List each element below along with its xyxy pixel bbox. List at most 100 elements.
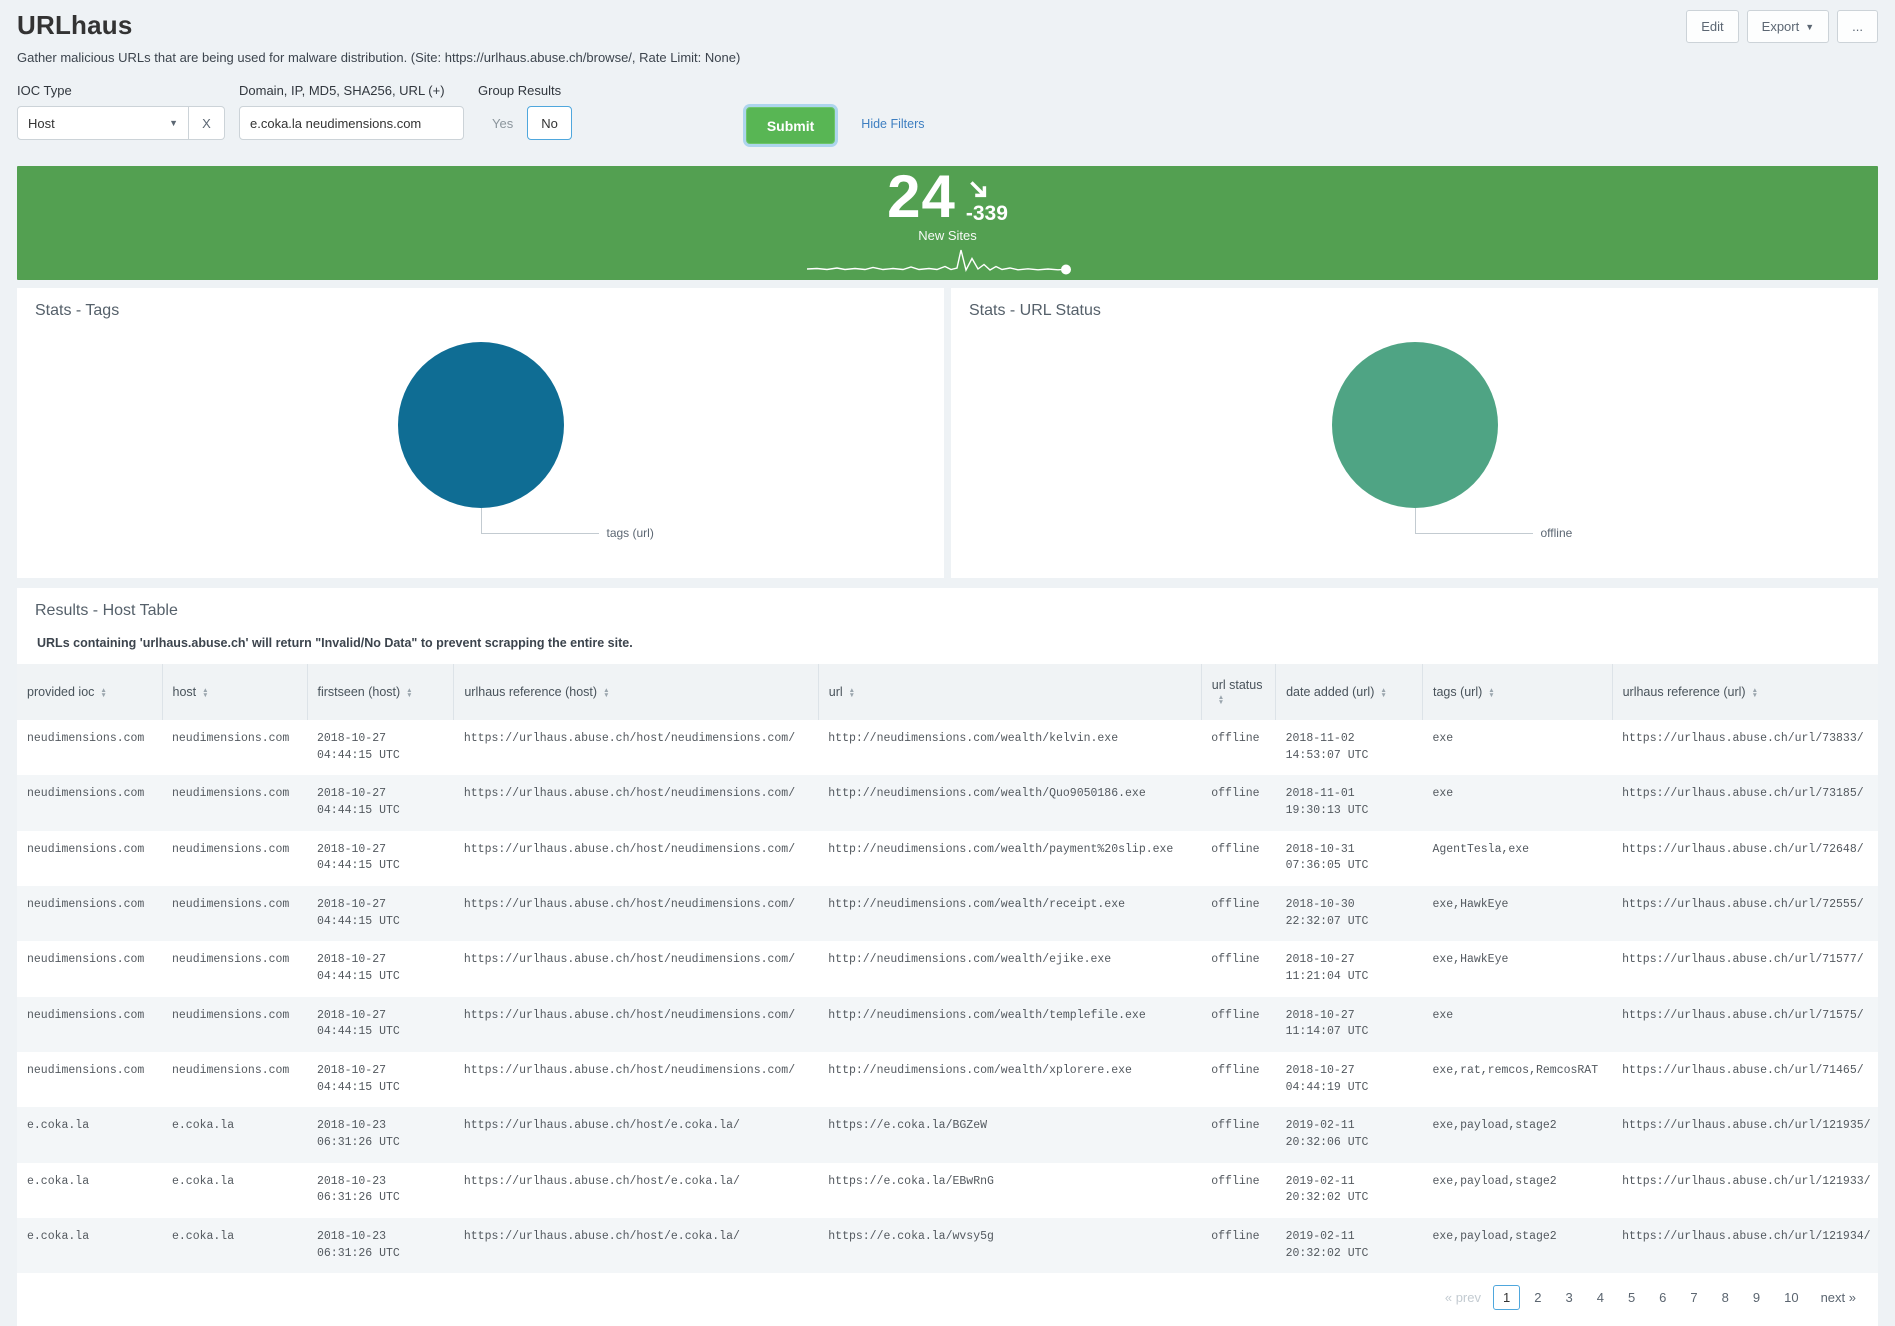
sort-icon: ▲ ▼ — [1488, 686, 1495, 699]
stats-tags-panel: Stats - Tags tags (url) — [17, 288, 944, 578]
table-row: neudimensions.com neudimensions.com 2018-1… — [17, 720, 1878, 775]
column-header-host[interactable]: host ▲ ▼ — [162, 664, 308, 720]
cell-date_added: 2018-10-27 04:44:19 UTC — [1285, 1064, 1369, 1094]
column-header-label: firstseen (host) — [317, 685, 401, 699]
cell-urlhaus_ref_host: https://urlhaus.abuse.ch/host/neudimensi… — [463, 898, 796, 912]
sort-icon: ▲ ▼ — [1217, 693, 1225, 706]
pagination-next[interactable]: next » — [1820, 1290, 1856, 1306]
cell-host: neudimensions.com — [172, 1064, 290, 1078]
group-results-option-no[interactable]: No — [527, 106, 572, 140]
cell-tags: exe,payload,stage2 — [1432, 1119, 1557, 1133]
ioc-type-selected-value: Host — [28, 115, 55, 131]
cell-provided_ioc: neudimensions.com — [27, 787, 145, 801]
cell-url_status: offline — [1211, 1008, 1260, 1022]
table-row: e.coka.la e.coka.la 2018-10-23 06:31:26 UT… — [17, 1107, 1878, 1163]
cell-tags: exe,HawkEye — [1432, 953, 1509, 967]
sort-icon: ▲ ▼ — [848, 686, 856, 699]
pagination-page-5[interactable]: 5 — [1618, 1285, 1645, 1310]
cell-provided_ioc: e.coka.la — [27, 1119, 90, 1133]
sort-icon: ▲ ▼ — [406, 686, 413, 699]
cell-host: neudimensions.com — [172, 898, 290, 912]
group-results-label: Group Results — [478, 83, 562, 98]
column-header-label: provided ioc — [27, 685, 95, 699]
more-actions-button[interactable]: ... — [1837, 10, 1878, 43]
single-value-number: 24 — [887, 162, 956, 230]
group-results-toggle: Yes No — [478, 106, 572, 140]
column-header-tags[interactable]: tags (url) ▲ ▼ — [1422, 664, 1613, 720]
page-title: URLhaus — [17, 10, 133, 40]
cell-provided_ioc: neudimensions.com — [27, 1008, 145, 1022]
query-input[interactable] — [239, 106, 464, 140]
url-status-pie-chart[interactable] — [1331, 342, 1498, 508]
sort-icon: ▲ ▼ — [100, 686, 107, 699]
edit-button[interactable]: Edit — [1686, 10, 1739, 43]
tags-pie-chart[interactable] — [397, 342, 564, 508]
column-header-label: urlhaus reference (host) — [464, 685, 598, 699]
pagination: « prev 1 2 3 4 5 6 7 8 9 10 next » — [17, 1273, 1878, 1320]
cell-firstseen: 2018-10-23 06:31:26 UTC — [317, 1119, 400, 1150]
cell-url_status: offline — [1211, 732, 1260, 745]
pagination-page-8[interactable]: 8 — [1712, 1285, 1739, 1310]
pagination-page-9[interactable]: 9 — [1743, 1285, 1770, 1310]
cell-tags: exe,payload,stage2 — [1432, 1230, 1557, 1244]
page-description: Gather malicious URLs that are being use… — [17, 50, 741, 65]
group-results-option-yes[interactable]: Yes — [478, 106, 527, 140]
cell-tags: exe — [1432, 1008, 1454, 1022]
cell-date_added: 2018-10-27 11:21:04 UTC — [1285, 953, 1369, 984]
cell-urlhaus_ref_host: https://urlhaus.abuse.ch/host/neudimensi… — [463, 1008, 796, 1022]
column-header-urlhaus_ref_host[interactable]: urlhaus reference (host) ▲ ▼ — [453, 664, 819, 720]
results-table: provided ioc ▲ ▼ host ▲ ▼ firstseen (host) ▲ … — [17, 664, 1878, 1274]
filter-bar: IOC Type Host ▼ X Domain, IP, MD5, SHA25… — [17, 83, 1878, 144]
cell-urlhaus_ref_host: https://urlhaus.abuse.ch/host/neudimensi… — [463, 842, 796, 856]
cell-urlhaus_ref_url: https://urlhaus.abuse.ch/url/71577/ — [1622, 953, 1864, 967]
table-row: neudimensions.com neudimensions.com 2018-1… — [17, 831, 1878, 886]
cell-firstseen: 2018-10-23 06:31:26 UTC — [317, 1230, 400, 1260]
cell-urlhaus_ref_url: https://urlhaus.abuse.ch/url/73185/ — [1622, 787, 1864, 801]
export-button[interactable]: Export ▼ — [1746, 10, 1830, 43]
cell-url: http://neudimensions.com/wealth/receipt.… — [828, 898, 1126, 912]
submit-button[interactable]: Submit — [745, 107, 836, 144]
cell-provided_ioc: e.coka.la — [27, 1230, 90, 1244]
pie-callout-line — [1414, 508, 1533, 534]
pagination-page-4[interactable]: 4 — [1587, 1285, 1614, 1310]
pagination-page-1[interactable]: 1 — [1493, 1285, 1521, 1311]
column-header-provided_ioc[interactable]: provided ioc ▲ ▼ — [17, 664, 163, 720]
cell-tags: exe — [1432, 787, 1454, 801]
cell-provided_ioc: neudimensions.com — [27, 1064, 145, 1078]
pagination-page-10[interactable]: 10 — [1774, 1285, 1808, 1310]
pagination-page-3[interactable]: 3 — [1555, 1285, 1582, 1310]
pagination-page-7[interactable]: 7 — [1680, 1285, 1707, 1310]
cell-urlhaus_ref_host: https://urlhaus.abuse.ch/host/e.coka.la/ — [463, 1230, 740, 1244]
cell-firstseen: 2018-10-27 04:44:15 UTC — [317, 732, 400, 762]
cell-date_added: 2019-02-11 20:32:06 UTC — [1285, 1119, 1369, 1150]
column-header-url_status[interactable]: url status▲ ▼ — [1201, 664, 1277, 720]
cell-url: https://e.coka.la/BGZeW — [828, 1119, 987, 1133]
column-header-date_added[interactable]: date added (url) ▲ ▼ — [1275, 664, 1423, 720]
ioc-type-label: IOC Type — [17, 83, 72, 98]
table-row: e.coka.la e.coka.la 2018-10-23 06:31:26 UT… — [17, 1163, 1878, 1218]
column-header-label: urlhaus reference (url) — [1622, 685, 1746, 699]
cell-provided_ioc: neudimensions.com — [27, 898, 145, 912]
query-label: Domain, IP, MD5, SHA256, URL (+) — [239, 83, 445, 98]
cell-date_added: 2018-10-30 22:32:07 UTC — [1285, 898, 1369, 928]
column-header-url[interactable]: url ▲ ▼ — [818, 664, 1202, 720]
column-header-label: url status — [1211, 678, 1263, 692]
hide-filters-link[interactable]: Hide Filters — [861, 117, 925, 131]
pagination-prev[interactable]: « prev — [1444, 1290, 1481, 1306]
cell-firstseen: 2018-10-27 04:44:15 UTC — [317, 1064, 400, 1094]
ioc-type-select[interactable]: Host ▼ — [17, 106, 189, 140]
cell-url_status: offline — [1211, 1230, 1260, 1244]
pagination-page-2[interactable]: 2 — [1524, 1285, 1551, 1310]
results-title: Results - Host Table — [35, 602, 178, 619]
pagination-page-6[interactable]: 6 — [1649, 1285, 1676, 1310]
cell-date_added: 2019-02-11 20:32:02 UTC — [1285, 1174, 1369, 1205]
cell-tags: exe,HawkEye — [1432, 898, 1509, 912]
ioc-type-clear-button[interactable]: X — [189, 106, 225, 140]
cell-host: neudimensions.com — [172, 787, 290, 801]
chevron-down-icon: ▼ — [1805, 21, 1815, 32]
dashboard-header: URLhaus Gather malicious URLs that are b… — [17, 0, 1878, 65]
column-header-firstseen[interactable]: firstseen (host) ▲ ▼ — [307, 664, 455, 720]
cell-date_added: 2018-11-02 14:53:07 UTC — [1285, 732, 1369, 762]
column-header-urlhaus_ref_url[interactable]: urlhaus reference (url) ▲ ▼ — [1612, 664, 1878, 720]
cell-url: http://neudimensions.com/wealth/Quo90501… — [828, 787, 1146, 801]
